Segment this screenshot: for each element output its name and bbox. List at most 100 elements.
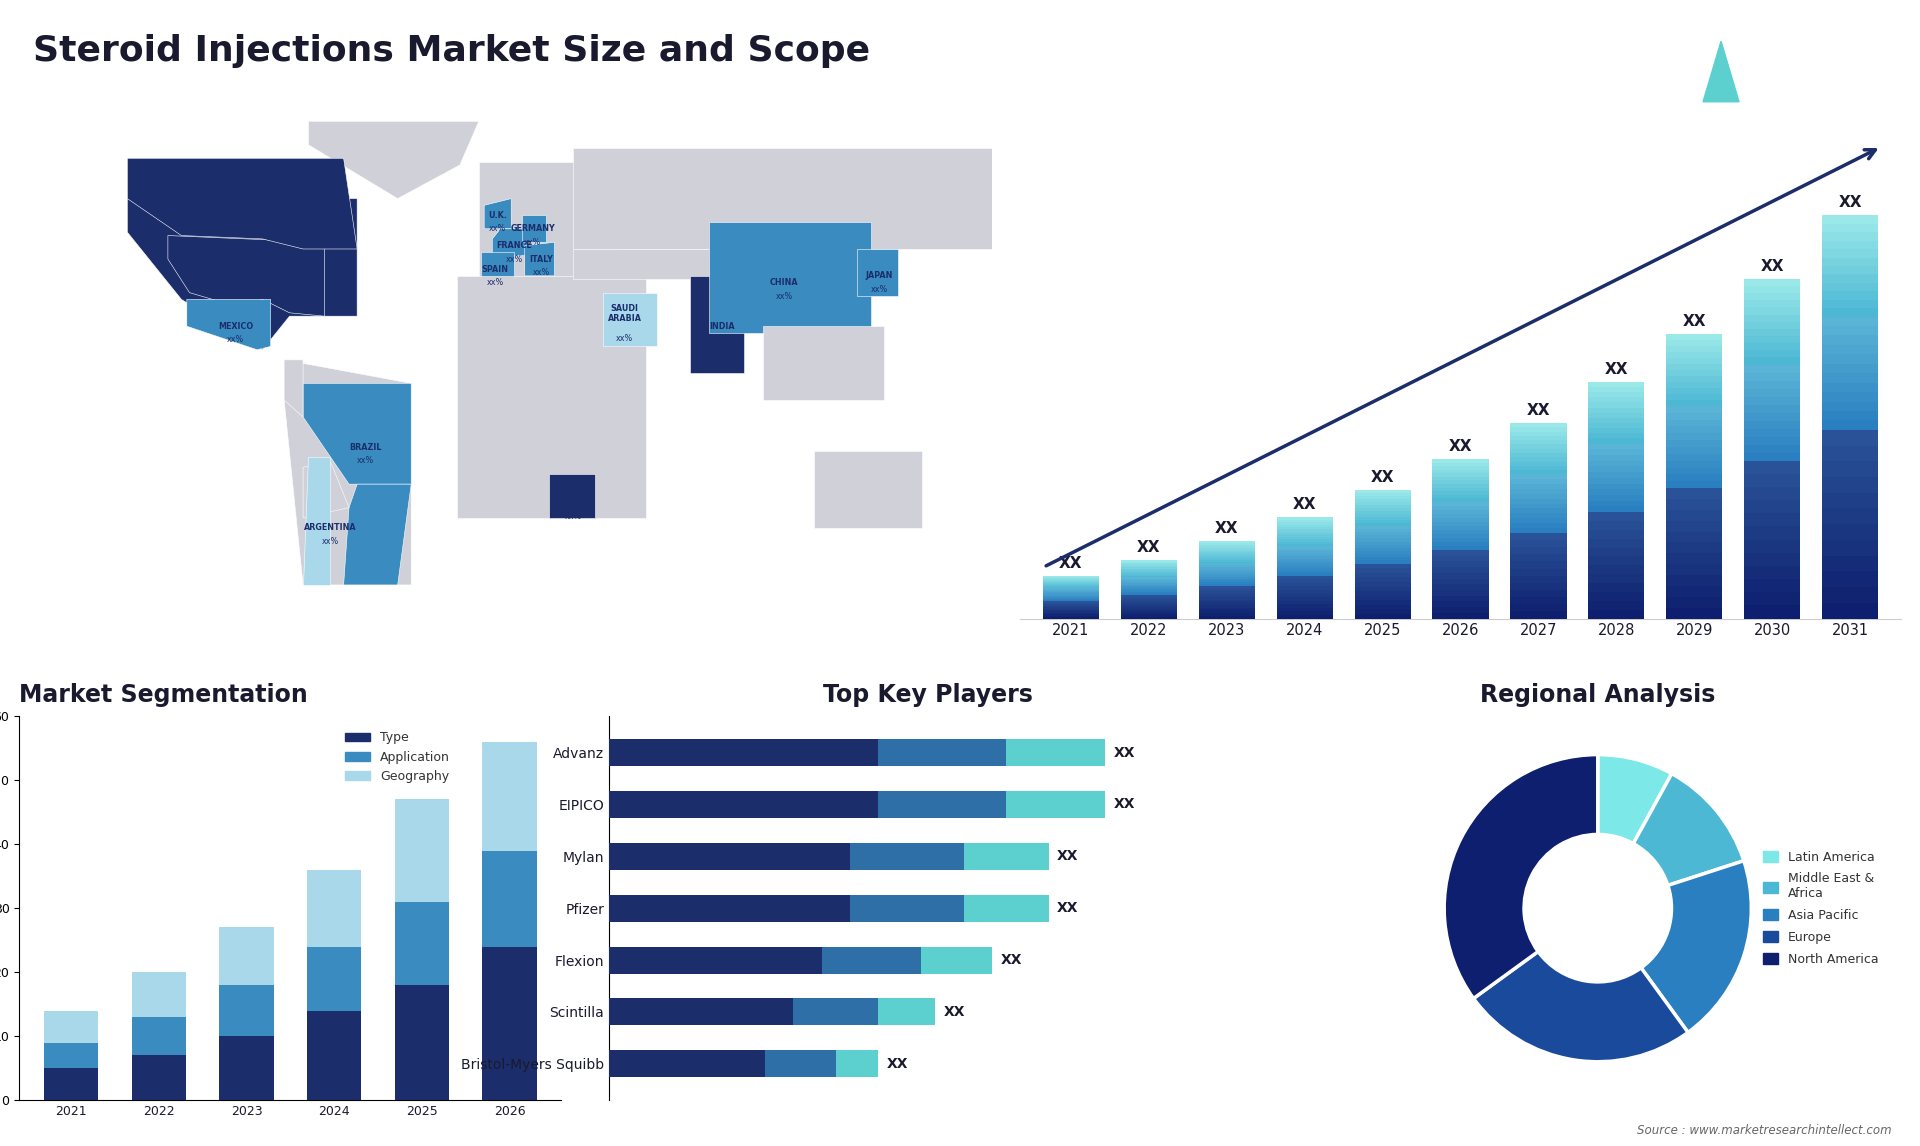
Polygon shape [708, 222, 872, 333]
Bar [1277, 532, 1332, 534]
Bar [1121, 605, 1177, 606]
Bar [1432, 513, 1488, 518]
Bar [1822, 587, 1878, 603]
Bar [1511, 509, 1567, 513]
Bar [1198, 564, 1256, 565]
Bar [1198, 552, 1256, 555]
Bar [1822, 291, 1878, 300]
Bar [1121, 586, 1177, 588]
Bar [1121, 574, 1177, 576]
Bar [1198, 603, 1256, 605]
Bar [396, 800, 449, 902]
Bar [1043, 604, 1098, 606]
Bar [1354, 560, 1411, 564]
Bar [1277, 573, 1332, 575]
Bar [1743, 473, 1801, 487]
Bar [609, 998, 793, 1026]
Bar [964, 842, 1048, 870]
Bar [1198, 607, 1256, 611]
Bar [1667, 370, 1722, 376]
Bar [1121, 612, 1177, 614]
Bar [1743, 343, 1801, 351]
Bar [1277, 549, 1332, 551]
Bar [1354, 557, 1411, 560]
Bar [1511, 583, 1567, 590]
Bar [1822, 477, 1878, 493]
Bar [1043, 602, 1098, 603]
Bar [1277, 551, 1332, 554]
Bar [1822, 493, 1878, 509]
Bar [1822, 308, 1878, 316]
Text: XX: XX [1605, 362, 1628, 377]
Wedge shape [1634, 774, 1743, 886]
Polygon shape [303, 384, 411, 484]
Bar [1743, 315, 1801, 322]
Bar [1121, 568, 1177, 571]
Bar [1354, 548, 1411, 551]
Bar [1667, 454, 1722, 461]
Bar [1822, 215, 1878, 223]
Bar [1198, 541, 1256, 543]
Bar [1511, 590, 1567, 597]
Bar [482, 850, 538, 947]
Bar [1511, 499, 1567, 503]
Bar [1822, 462, 1878, 477]
Bar [1043, 614, 1098, 615]
Bar [1198, 597, 1256, 599]
Bar [1667, 510, 1722, 520]
Bar [1743, 421, 1801, 429]
Bar [1277, 571, 1332, 573]
Bar [1667, 376, 1722, 382]
Bar [1354, 517, 1411, 520]
Bar [1043, 615, 1098, 617]
Bar [1743, 413, 1801, 421]
Bar [835, 1051, 879, 1077]
Bar [1432, 477, 1488, 480]
Bar [1432, 463, 1488, 466]
Polygon shape [856, 249, 899, 296]
Bar [1822, 430, 1878, 446]
Bar [1277, 583, 1332, 587]
Polygon shape [309, 121, 478, 198]
Polygon shape [1703, 41, 1740, 102]
Bar [1432, 473, 1488, 477]
Bar [1277, 564, 1332, 566]
Bar [1822, 258, 1878, 266]
Bar [1277, 556, 1332, 558]
Polygon shape [762, 327, 885, 400]
Bar [1667, 447, 1722, 454]
Bar [1354, 493, 1411, 496]
Bar [1198, 580, 1256, 582]
Bar [1198, 570, 1256, 571]
Bar [1432, 492, 1488, 495]
Text: xx%: xx% [357, 456, 374, 465]
Bar [1588, 455, 1644, 461]
Bar [1588, 439, 1644, 444]
Bar [307, 870, 361, 947]
Bar [1822, 603, 1878, 619]
Bar [1277, 568, 1332, 571]
Bar [1588, 592, 1644, 601]
Bar [1511, 435, 1567, 440]
Bar [1432, 484, 1488, 487]
Bar [1354, 587, 1411, 591]
Bar [1588, 583, 1644, 592]
Bar [1667, 352, 1722, 358]
Bar [1743, 513, 1801, 526]
Bar [964, 895, 1048, 921]
Bar [1432, 526, 1488, 529]
Bar [1432, 545, 1488, 550]
Bar [1354, 605, 1411, 610]
Bar [1588, 449, 1644, 455]
Bar [1121, 606, 1177, 609]
Text: Steroid Injections Market Size and Scope: Steroid Injections Market Size and Scope [33, 34, 870, 69]
Bar [1822, 421, 1878, 430]
Bar [1354, 539, 1411, 542]
Wedge shape [1597, 754, 1672, 843]
Bar [44, 1068, 98, 1100]
Bar [1354, 601, 1411, 605]
Bar [1743, 278, 1801, 286]
Bar [1588, 539, 1644, 548]
Text: XX: XX [1060, 556, 1083, 571]
Bar [1743, 579, 1801, 592]
